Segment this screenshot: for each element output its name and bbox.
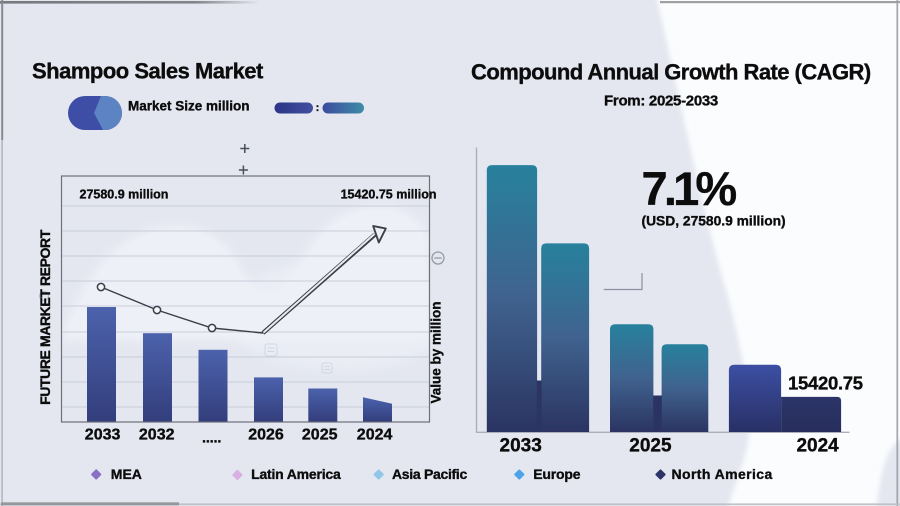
- svg-text:.....: .....: [202, 431, 221, 447]
- svg-text:From: 2025-2033: From: 2025-2033: [604, 93, 718, 110]
- svg-text:MEA: MEA: [111, 466, 142, 482]
- svg-text:2026: 2026: [248, 427, 284, 444]
- svg-text:Shampoo Sales Market: Shampoo Sales Market: [32, 59, 264, 84]
- svg-text:2024: 2024: [357, 427, 393, 444]
- svg-text:Europe: Europe: [533, 466, 580, 482]
- svg-text:Latin America: Latin America: [251, 466, 341, 482]
- svg-text:North America: North America: [672, 466, 773, 482]
- svg-text:Value by million: Value by million: [429, 301, 444, 403]
- svg-text:Asia Pacific: Asia Pacific: [392, 466, 468, 482]
- svg-text:(USD, 27580.9 million): (USD, 27580.9 million): [642, 214, 786, 229]
- svg-text:2033: 2033: [500, 435, 542, 456]
- svg-text:7.1%: 7.1%: [642, 162, 737, 215]
- svg-text:2032: 2032: [139, 427, 175, 444]
- svg-text:27580.9 million: 27580.9 million: [80, 188, 169, 202]
- svg-text:15420.75 million: 15420.75 million: [341, 188, 437, 202]
- svg-text:2033: 2033: [85, 427, 121, 444]
- svg-text::: :: [316, 102, 320, 114]
- svg-text:2025: 2025: [302, 427, 338, 444]
- svg-text:FUTURE MARKET REPORT: FUTURE MARKET REPORT: [37, 229, 53, 405]
- svg-text:Market Size million: Market Size million: [128, 99, 250, 114]
- svg-text:2024: 2024: [796, 435, 839, 456]
- svg-text:2025: 2025: [629, 435, 672, 456]
- svg-text:Compound Annual Growth Rate (C: Compound Annual Growth Rate (CAGR): [471, 60, 871, 85]
- svg-text:15420.75: 15420.75: [788, 373, 863, 394]
